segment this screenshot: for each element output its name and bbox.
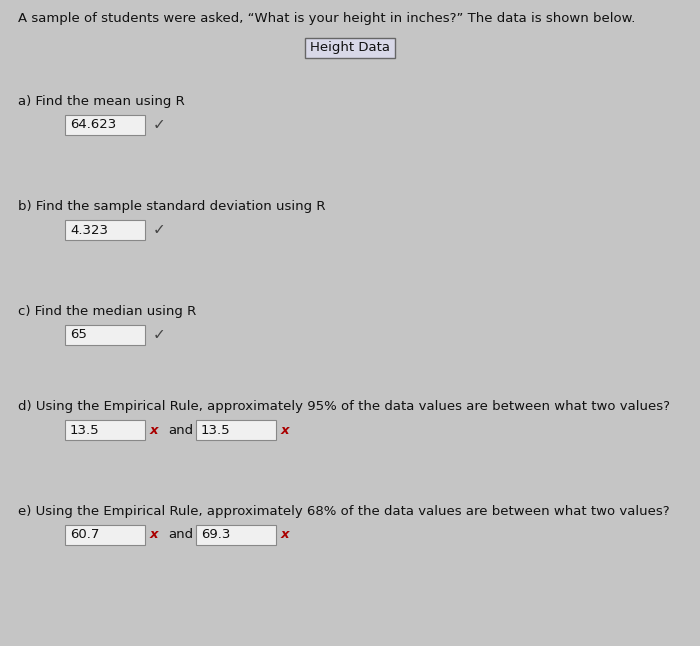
Text: b) Find the sample standard deviation using R: b) Find the sample standard deviation us…	[18, 200, 326, 213]
Text: e) Using the Empirical Rule, approximately 68% of the data values are between wh: e) Using the Empirical Rule, approximate…	[18, 505, 670, 518]
FancyBboxPatch shape	[65, 220, 145, 240]
Text: A sample of students were asked, “What is your height in inches?” The data is sh: A sample of students were asked, “What i…	[18, 12, 636, 25]
Text: ✓: ✓	[153, 328, 166, 342]
Text: 64.623: 64.623	[70, 118, 116, 132]
FancyBboxPatch shape	[65, 325, 145, 345]
FancyBboxPatch shape	[196, 420, 276, 440]
Text: 13.5: 13.5	[70, 424, 99, 437]
Text: ✓: ✓	[153, 118, 166, 132]
Text: Height Data: Height Data	[310, 41, 390, 54]
FancyBboxPatch shape	[65, 115, 145, 135]
FancyBboxPatch shape	[65, 420, 145, 440]
Text: ✓: ✓	[153, 222, 166, 238]
Text: x: x	[150, 528, 158, 541]
Text: 4.323: 4.323	[70, 224, 108, 236]
Text: and: and	[168, 424, 193, 437]
FancyBboxPatch shape	[305, 38, 395, 58]
Text: x: x	[150, 424, 158, 437]
Text: x: x	[281, 528, 290, 541]
FancyBboxPatch shape	[196, 525, 276, 545]
Text: d) Using the Empirical Rule, approximately 95% of the data values are between wh: d) Using the Empirical Rule, approximate…	[18, 400, 670, 413]
Text: a) Find the mean using R: a) Find the mean using R	[18, 95, 185, 108]
Text: 13.5: 13.5	[201, 424, 230, 437]
Text: 69.3: 69.3	[201, 528, 230, 541]
Text: and: and	[168, 528, 193, 541]
Text: c) Find the median using R: c) Find the median using R	[18, 305, 196, 318]
Text: 65: 65	[70, 329, 87, 342]
Text: 60.7: 60.7	[70, 528, 99, 541]
FancyBboxPatch shape	[65, 525, 145, 545]
Text: x: x	[281, 424, 290, 437]
